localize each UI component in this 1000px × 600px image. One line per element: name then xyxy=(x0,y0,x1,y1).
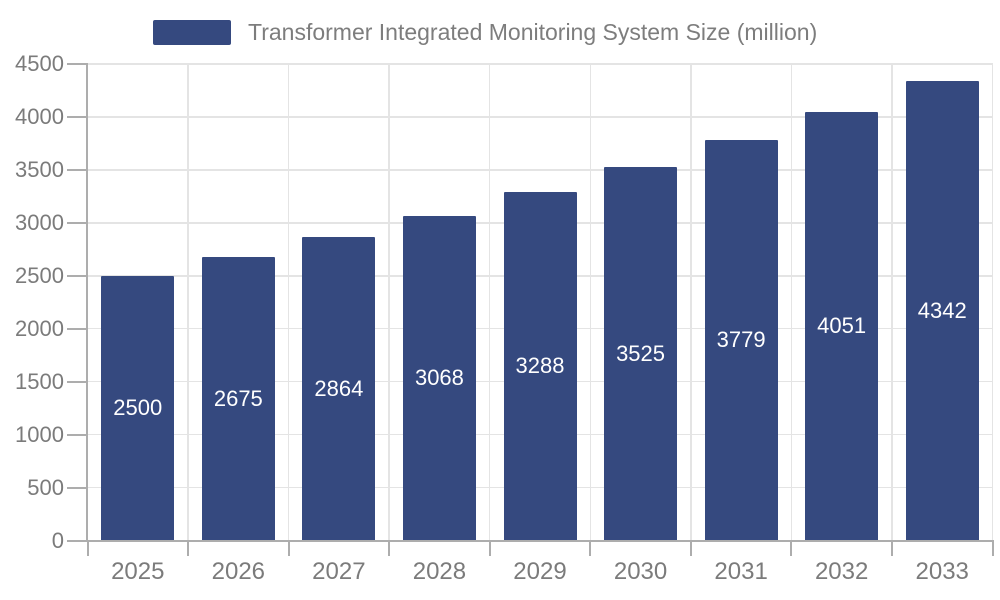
y-tick-label: 3000 xyxy=(15,209,64,235)
y-axis-tick xyxy=(67,327,88,330)
x-tick-label: 2031 xyxy=(714,558,768,585)
legend-swatch xyxy=(153,20,231,45)
bar[interactable] xyxy=(402,215,476,541)
x-axis-tick xyxy=(187,540,190,556)
y-axis-line xyxy=(86,64,88,542)
legend-item[interactable]: Transformer Integrated Monitoring System… xyxy=(153,19,817,46)
x-tick-label: 2028 xyxy=(412,558,467,585)
x-axis-tick xyxy=(488,540,491,556)
bar[interactable] xyxy=(805,111,879,541)
x-gridline xyxy=(589,64,592,541)
x-axis-tick xyxy=(589,540,592,556)
bar[interactable] xyxy=(503,192,577,541)
x-axis-tick xyxy=(287,540,290,556)
y-tick-label: 4500 xyxy=(15,51,64,76)
y-gridline xyxy=(87,169,993,171)
y-tick-label: 1500 xyxy=(15,368,64,394)
y-tick-label: 500 xyxy=(27,474,64,500)
x-axis-tick xyxy=(86,540,89,556)
x-gridline xyxy=(891,64,893,541)
y-tick-label: 3500 xyxy=(15,156,64,182)
bar[interactable] xyxy=(201,257,275,541)
bar-value-label: 3288 xyxy=(515,353,565,379)
x-gridline xyxy=(690,64,692,541)
x-gridline xyxy=(187,64,189,541)
y-axis-tick xyxy=(67,539,88,542)
y-axis-tick xyxy=(67,115,88,118)
x-tick-label: 2033 xyxy=(915,558,969,585)
x-tick-label: 2030 xyxy=(613,558,668,585)
y-gridline xyxy=(87,116,993,118)
bar-value-label: 3525 xyxy=(616,340,666,366)
y-tick-label: 2500 xyxy=(15,262,64,288)
legend-label: Transformer Integrated Monitoring System… xyxy=(248,19,818,45)
x-axis-tick xyxy=(388,540,391,556)
bar-value-label: 4051 xyxy=(817,313,867,339)
x-axis-tick xyxy=(689,540,692,556)
bar-value-label: 3068 xyxy=(414,365,464,391)
bar-value-label: 2864 xyxy=(314,375,364,401)
x-tick-label: 2032 xyxy=(814,558,869,585)
y-axis-tick xyxy=(67,433,88,436)
y-axis-tick xyxy=(67,63,88,65)
x-gridline xyxy=(287,64,290,541)
y-axis-tick xyxy=(67,486,88,489)
bar-value-label: 4342 xyxy=(917,297,967,323)
y-axis-tick xyxy=(67,221,88,224)
x-gridline xyxy=(991,64,994,541)
bar[interactable] xyxy=(302,237,376,541)
y-axis-tick xyxy=(67,168,88,171)
x-axis-tick xyxy=(890,540,893,556)
y-tick-label: 2000 xyxy=(15,315,64,341)
bar-value-label: 3779 xyxy=(716,327,766,353)
y-tick-label: 0 xyxy=(51,527,64,553)
y-tick-label: 1000 xyxy=(15,421,64,447)
x-gridline xyxy=(790,64,793,541)
y-gridline xyxy=(87,63,993,65)
y-axis-tick xyxy=(67,274,88,277)
x-axis-tick xyxy=(790,540,793,556)
bar-value-label: 2675 xyxy=(213,385,263,411)
x-axis-tick xyxy=(991,540,994,556)
bar[interactable] xyxy=(905,80,979,541)
x-axis-line xyxy=(86,539,994,542)
bar[interactable] xyxy=(704,140,778,541)
x-gridline xyxy=(388,64,390,541)
x-tick-label: 2026 xyxy=(211,558,266,585)
y-tick-label: 4000 xyxy=(15,103,64,129)
x-tick-label: 2029 xyxy=(513,558,567,585)
bar[interactable] xyxy=(101,275,175,541)
x-tick-label: 2025 xyxy=(111,558,165,585)
y-axis-tick xyxy=(67,380,88,383)
x-gridline xyxy=(488,64,491,541)
bar-value-label: 2500 xyxy=(113,395,163,421)
bar[interactable] xyxy=(604,167,678,541)
x-tick-label: 2027 xyxy=(312,558,366,585)
